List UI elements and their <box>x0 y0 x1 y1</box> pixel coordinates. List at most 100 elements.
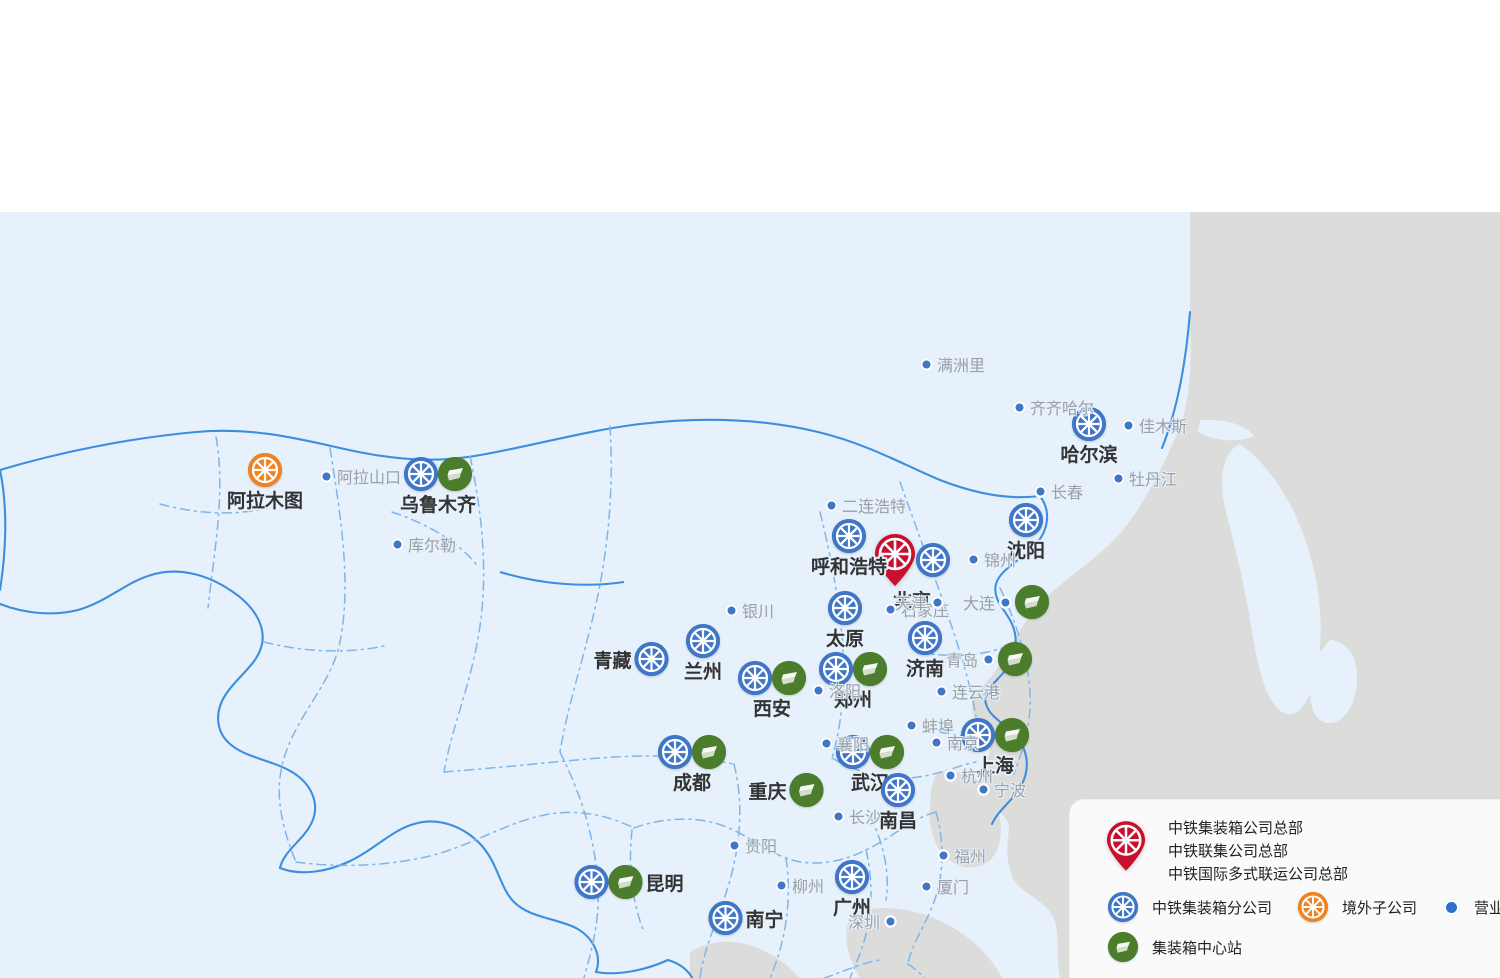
map-marker-哈尔滨[interactable]: 哈尔滨 <box>1060 407 1118 466</box>
dot-city-长沙[interactable]: 长沙 <box>832 804 881 828</box>
blue-container-icon[interactable] <box>658 735 692 769</box>
green-stack-icon[interactable] <box>870 735 904 769</box>
dot-city-牡丹江[interactable]: 牡丹江 <box>1112 466 1177 490</box>
blue-container-icon[interactable] <box>634 642 669 676</box>
blue-container-icon[interactable] <box>1009 503 1043 537</box>
blue-ring-dot-icon <box>944 768 957 782</box>
dot-city-福州[interactable]: 福州 <box>937 843 986 867</box>
green-stack-icon[interactable] <box>998 642 1032 676</box>
blue-container-icon[interactable] <box>574 865 609 899</box>
dot-city-厦门[interactable]: 厦门 <box>920 874 969 898</box>
dot-city-佳木斯[interactable]: 佳木斯 <box>1122 413 1187 437</box>
dot-city-库尔勒[interactable]: 库尔勒 <box>391 532 456 556</box>
green-stack-icon[interactable] <box>692 735 726 769</box>
dot-city-银川[interactable]: 银川 <box>725 598 774 622</box>
map-marker-南宁[interactable]: 南宁 <box>708 901 784 935</box>
green-stack-icon[interactable] <box>608 865 643 899</box>
green-stack-icon[interactable] <box>789 773 824 807</box>
legend-hq-labels: 中铁集装箱公司总部 中铁联集公司总部 中铁国际多式联运公司总部 <box>1168 818 1348 885</box>
blue-container-icon[interactable] <box>708 901 743 935</box>
dot-city-满洲里[interactable]: 满洲里 <box>920 352 985 376</box>
map-marker-成都[interactable]: 成都 <box>658 735 726 794</box>
legend-hq-line-1: 中铁集装箱公司总部 <box>1168 820 1304 837</box>
map-marker-兰州[interactable]: 兰州 <box>684 624 722 683</box>
legend-hq-row: 中铁集装箱公司总部 中铁联集公司总部 中铁国际多式联运公司总部 <box>1106 818 1348 885</box>
marker-label-郑州: 郑州 <box>833 690 873 711</box>
map-marker-青藏[interactable]: 青藏 <box>593 642 669 676</box>
blue-container-icon[interactable] <box>836 735 870 769</box>
dot-city-label-大连: 大连 <box>962 596 995 613</box>
dot-city-南京[interactable]: 南京 <box>930 730 979 754</box>
dot-city-大连[interactable]: 大连 <box>963 590 1012 614</box>
marker-label-南宁: 南宁 <box>745 909 784 931</box>
blue-container-icon[interactable] <box>916 543 950 577</box>
map-marker-大连[interactable] <box>1015 585 1049 619</box>
blue-container-icon[interactable] <box>832 519 866 553</box>
map-marker-济南[interactable]: 济南 <box>906 621 944 680</box>
map-marker-阿拉木图[interactable]: 阿拉木图 <box>227 453 303 512</box>
dot-city-连云港[interactable]: 连云港 <box>935 679 1000 703</box>
dot-city-长春[interactable]: 长春 <box>1034 479 1083 503</box>
dot-city-二连浩特[interactable]: 二连浩特 <box>825 493 906 517</box>
dot-city-齐齐哈尔[interactable]: 齐齐哈尔 <box>1013 395 1094 419</box>
blue-container-icon[interactable] <box>1072 407 1106 441</box>
green-stack-icon[interactable] <box>1015 585 1049 619</box>
blue-container-icon[interactable] <box>819 652 853 686</box>
blue-ring-dot-icon <box>937 848 950 862</box>
dot-city-天津[interactable]: 天津 <box>895 590 944 614</box>
map-marker-昆明[interactable]: 昆明 <box>574 865 684 899</box>
dot-city-label-阿拉山口: 阿拉山口 <box>337 470 402 487</box>
dot-city-阿拉山口[interactable]: 阿拉山口 <box>320 464 401 488</box>
marker-label-乌鲁木齐: 乌鲁木齐 <box>399 495 477 516</box>
blue-container-icon[interactable] <box>961 718 995 752</box>
map-legend: 中铁集装箱公司总部 中铁联集公司总部 中铁国际多式联运公司总部 中铁集装箱分公司 <box>1070 800 1500 978</box>
map-marker-南昌[interactable]: 南昌 <box>879 773 917 832</box>
blue-container-icon[interactable] <box>908 621 942 655</box>
dot-city-label-福州: 福州 <box>954 849 987 866</box>
dot-city-蚌埠[interactable]: 蚌埠 <box>905 713 954 737</box>
dot-city-深圳[interactable]: 深圳 <box>848 909 897 933</box>
map-marker-武汉[interactable]: 武汉 <box>836 735 904 794</box>
map-marker-西安[interactable]: 西安 <box>738 661 806 720</box>
red-pin-container-icon[interactable] <box>874 533 916 587</box>
blue-container-icon[interactable] <box>835 860 869 894</box>
map-marker-呼和浩特[interactable]: 呼和浩特 <box>811 519 887 578</box>
dot-city-洛阳[interactable]: 洛阳 <box>812 678 861 702</box>
green-stack-icon[interactable] <box>772 661 806 695</box>
map-marker-北京[interactable]: 北京 <box>874 533 950 612</box>
map-marker-上海[interactable]: 上海 <box>961 718 1029 777</box>
blue-ring-dot-icon <box>935 684 948 698</box>
dot-city-襄阳[interactable]: 襄阳 <box>820 731 869 755</box>
dot-city-label-满洲里: 满洲里 <box>937 358 986 375</box>
blue-container-icon[interactable] <box>404 457 438 491</box>
map-marker-太原[interactable]: 太原 <box>826 591 864 650</box>
dot-city-锦州[interactable]: 锦州 <box>967 547 1016 571</box>
green-stack-icon[interactable] <box>438 457 472 491</box>
blue-ring-dot-icon <box>812 683 825 697</box>
map-marker-沈阳[interactable]: 沈阳 <box>1007 503 1045 562</box>
marker-label-哈尔滨: 哈尔滨 <box>1060 445 1118 466</box>
map-marker-青岛[interactable] <box>998 642 1032 676</box>
map-marker-重庆[interactable]: 重庆 <box>748 773 824 807</box>
dot-city-label-深圳: 深圳 <box>847 915 880 932</box>
china-map[interactable]: 北京 呼和浩特 沈阳 哈尔滨乌鲁木齐 阿拉木图太原 济南 兰州 青藏西安 郑州成都 武汉 上海 南昌昆… <box>0 212 1500 978</box>
blue-container-icon[interactable] <box>686 624 720 658</box>
map-marker-广州[interactable]: 广州 <box>833 860 871 919</box>
blue-container-icon[interactable] <box>828 591 862 625</box>
dot-city-杭州[interactable]: 杭州 <box>944 763 993 787</box>
orange-container-icon[interactable] <box>248 453 282 487</box>
blue-ring-dot-icon <box>884 602 897 616</box>
map-marker-郑州[interactable]: 郑州 <box>819 652 887 711</box>
map-marker-乌鲁木齐[interactable]: 乌鲁木齐 <box>400 457 476 516</box>
dot-city-宁波[interactable]: 宁波 <box>977 777 1026 801</box>
blue-container-icon[interactable] <box>881 773 915 807</box>
dot-city-label-厦门: 厦门 <box>937 880 970 897</box>
dot-city-贵阳[interactable]: 贵阳 <box>728 833 777 857</box>
dot-city-柳州[interactable]: 柳州 <box>775 873 824 897</box>
orange-container-icon <box>1298 892 1329 922</box>
green-stack-icon[interactable] <box>853 652 887 686</box>
blue-container-icon[interactable] <box>738 661 772 695</box>
blue-ring-dot-icon <box>1122 418 1135 432</box>
dot-city-青岛[interactable]: 青岛 <box>946 647 995 671</box>
green-stack-icon[interactable] <box>995 718 1029 752</box>
